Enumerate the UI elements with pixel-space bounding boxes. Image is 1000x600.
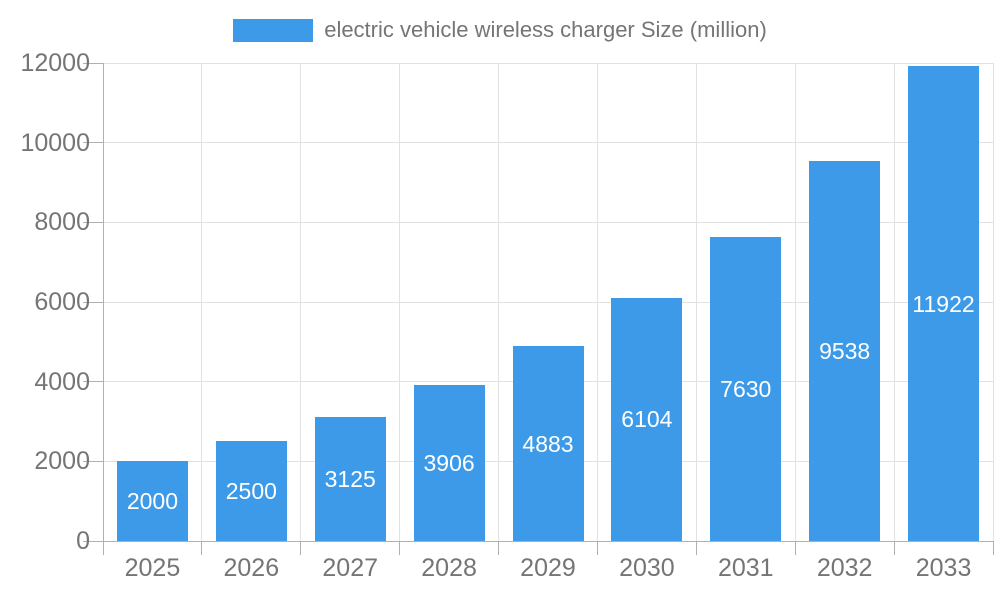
x-tick — [201, 541, 203, 555]
bar-value-label: 2000 — [126, 488, 179, 515]
y-tick-label: 4000 — [34, 367, 90, 396]
y-tick-label: 0 — [76, 527, 90, 555]
bar[interactable] — [611, 297, 683, 541]
bar[interactable] — [116, 461, 188, 541]
x-axis-line — [103, 540, 993, 542]
y-tick — [83, 62, 103, 64]
y-gridline — [103, 221, 993, 223]
y-tick-label: 8000 — [34, 208, 90, 237]
x-tick — [102, 541, 104, 555]
bar-value-label: 3906 — [423, 450, 475, 477]
y-gridline — [103, 301, 993, 303]
x-tick-label: 2025 — [124, 554, 181, 582]
y-tick — [83, 142, 103, 144]
bar-value-label: 9538 — [819, 338, 871, 365]
x-tick — [893, 541, 895, 555]
y-tick — [83, 381, 103, 383]
x-gridline — [498, 63, 500, 541]
bar-value-label: 4883 — [522, 430, 574, 457]
x-tick — [992, 541, 994, 555]
y-tick — [83, 540, 103, 542]
bar[interactable] — [809, 161, 881, 541]
x-tick-label: 2027 — [322, 554, 379, 582]
x-gridline — [399, 63, 401, 541]
y-tick-label: 6000 — [34, 288, 90, 316]
x-tick-label: 2033 — [915, 554, 972, 582]
x-gridline — [695, 63, 697, 541]
y-gridline — [103, 142, 993, 144]
y-tick-label: 12000 — [20, 49, 90, 77]
x-gridline — [992, 63, 994, 541]
x-tick-label: 2029 — [520, 554, 576, 582]
x-gridline — [300, 63, 302, 541]
x-tick-label: 2032 — [816, 554, 873, 582]
x-tick — [498, 541, 500, 555]
x-gridline — [794, 63, 796, 541]
y-tick — [83, 221, 103, 223]
x-tick-label: 2026 — [223, 554, 280, 582]
x-tick — [596, 541, 598, 555]
legend-label: electric vehicle wireless charger Size (… — [324, 17, 767, 42]
x-tick — [794, 541, 796, 555]
y-tick — [83, 460, 103, 462]
bar[interactable] — [512, 346, 584, 541]
x-tick-label: 2028 — [421, 554, 477, 582]
y-tick — [83, 301, 103, 303]
y-tick-label: 2000 — [34, 447, 90, 476]
bar-value-label: 7630 — [720, 376, 772, 403]
bar[interactable] — [314, 416, 386, 541]
x-gridline — [893, 63, 895, 541]
x-tick — [300, 541, 302, 555]
bar-value-label: 2500 — [225, 478, 277, 505]
y-axis-line — [102, 63, 104, 541]
x-tick — [695, 541, 697, 555]
x-tick-label: 2031 — [717, 554, 774, 582]
bar[interactable] — [215, 441, 287, 541]
bar-value-label: 6104 — [621, 406, 673, 433]
bar-value-label: 3125 — [324, 465, 376, 492]
bar[interactable] — [413, 385, 485, 541]
legend-swatch-icon — [233, 18, 314, 42]
legend-item[interactable]: electric vehicle wireless charger Size (… — [0, 12, 1000, 48]
bar-value-label: 11922 — [912, 290, 975, 317]
x-tick-label: 2030 — [619, 554, 675, 582]
y-tick-label: 10000 — [20, 128, 90, 157]
bar[interactable] — [710, 237, 782, 541]
y-gridline — [103, 62, 993, 64]
bar[interactable] — [908, 66, 980, 541]
x-tick — [399, 541, 401, 555]
x-gridline — [596, 63, 598, 541]
x-gridline — [201, 63, 203, 541]
